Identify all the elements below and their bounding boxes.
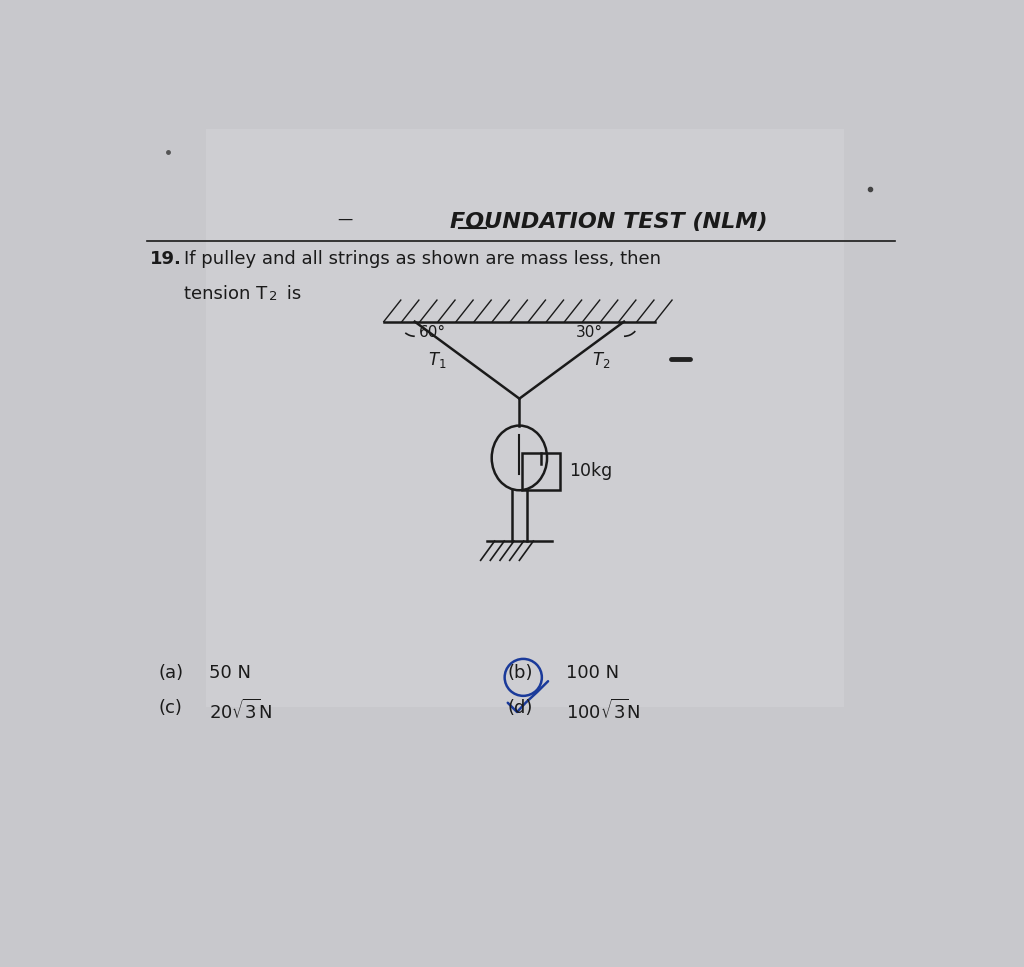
Text: (d): (d): [508, 699, 534, 717]
Bar: [522, 453, 560, 490]
Text: 100 N: 100 N: [566, 664, 618, 683]
Text: (c): (c): [159, 699, 183, 717]
Text: $T_2$: $T_2$: [592, 350, 610, 370]
Text: is: is: [281, 284, 301, 303]
Text: 50 N: 50 N: [209, 664, 251, 683]
Text: 10kg: 10kg: [569, 462, 612, 481]
Text: 30°: 30°: [575, 326, 603, 340]
Text: $T_1$: $T_1$: [428, 350, 446, 370]
Text: $100\sqrt{3}$N: $100\sqrt{3}$N: [566, 699, 640, 723]
Text: 19.: 19.: [150, 250, 181, 268]
FancyBboxPatch shape: [206, 130, 844, 707]
Text: FOUNDATION TEST (NLM): FOUNDATION TEST (NLM): [450, 212, 767, 231]
Text: (a): (a): [159, 664, 184, 683]
Text: 60°: 60°: [419, 326, 445, 340]
Text: tension T: tension T: [183, 284, 267, 303]
Text: —: —: [337, 212, 352, 227]
Text: 2: 2: [269, 290, 278, 303]
Text: If pulley and all strings as shown are mass less, then: If pulley and all strings as shown are m…: [183, 250, 660, 268]
Text: $20\sqrt{3}$N: $20\sqrt{3}$N: [209, 699, 272, 723]
Text: (b): (b): [508, 664, 534, 683]
